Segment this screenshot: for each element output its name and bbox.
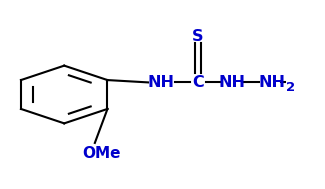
Text: S: S xyxy=(192,29,204,44)
Text: OMe: OMe xyxy=(82,146,121,161)
Text: 2: 2 xyxy=(286,81,295,94)
Text: NH: NH xyxy=(259,75,286,90)
Text: NH: NH xyxy=(148,75,175,90)
Text: C: C xyxy=(192,75,204,90)
Text: NH: NH xyxy=(218,75,245,90)
